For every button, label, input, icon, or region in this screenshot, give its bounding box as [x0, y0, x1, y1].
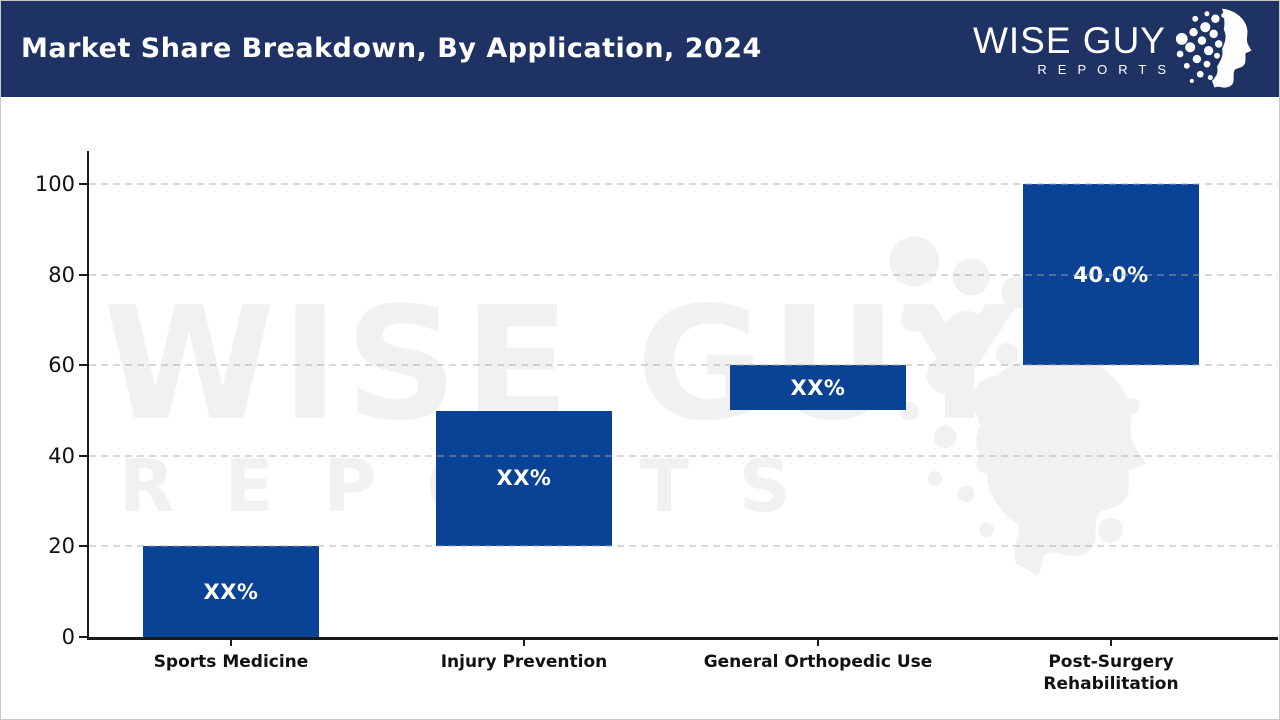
- y-tick-mark-100: [79, 183, 87, 185]
- bar-3: 40.0%: [1023, 184, 1199, 366]
- header-bar: Market Share Breakdown, By Application, …: [1, 1, 1279, 97]
- x-axis-spine: [87, 637, 1278, 640]
- y-axis-spine: [87, 151, 89, 639]
- bar-1: XX%: [436, 410, 612, 547]
- y-tick-label-60: 60: [48, 353, 75, 378]
- logo-wordmark: WISE GUY: [972, 19, 1166, 61]
- plot-area: XX% XX% XX% 40.0%: [87, 151, 1278, 640]
- logo-text: WISE GUY REPORTS: [973, 22, 1166, 76]
- x-tick-mark-2: [817, 640, 819, 646]
- x-tick-mark-3: [1110, 640, 1112, 646]
- x-tick-label-0: Sports Medicine: [153, 652, 309, 672]
- chart-canvas: WISE GUY REPORTS XX%XX%XX%40.0% 02040608…: [1, 98, 1279, 719]
- logo-head-icon: [1175, 8, 1252, 88]
- y-tick-label-40: 40: [48, 443, 75, 468]
- y-tick-label-80: 80: [48, 262, 75, 287]
- gridline-60: [89, 364, 1278, 367]
- y-tick-mark-20: [79, 545, 87, 548]
- bar-value-label: XX%: [790, 375, 846, 400]
- x-tick-mark-0: [230, 640, 232, 646]
- y-tick-label-100: 100: [34, 172, 75, 196]
- gridline-100: [89, 183, 1278, 185]
- bar-0: XX%: [143, 546, 319, 637]
- bar-value-label: XX%: [203, 579, 259, 604]
- gridline-40: [89, 454, 1278, 457]
- x-tick-label-1: Injury Prevention: [440, 652, 608, 672]
- bar-value-label: XX%: [496, 466, 552, 491]
- gridline-20: [89, 545, 1278, 548]
- bar-2: XX%: [730, 365, 906, 411]
- x-tick-label-3: Post-Surgery Rehabilitation: [1043, 652, 1179, 695]
- x-tick-mark-1: [523, 640, 525, 646]
- x-tick-label-2: General Orthopedic Use: [703, 652, 933, 672]
- y-tick-label-0: 0: [61, 625, 75, 649]
- y-tick-mark-40: [79, 454, 87, 457]
- y-tick-mark-80: [79, 273, 87, 276]
- chart-title: Market Share Breakdown, By Application, …: [21, 33, 762, 64]
- gridline-80: [89, 273, 1278, 276]
- y-tick-mark-0: [79, 636, 87, 638]
- wise-guy-logo: WISE GUY REPORTS: [973, 6, 1254, 92]
- logo-subtitle: REPORTS: [1037, 61, 1177, 77]
- y-tick-label-20: 20: [48, 534, 75, 559]
- y-tick-mark-60: [79, 364, 87, 367]
- bar-value-label: 40.0%: [1073, 262, 1149, 287]
